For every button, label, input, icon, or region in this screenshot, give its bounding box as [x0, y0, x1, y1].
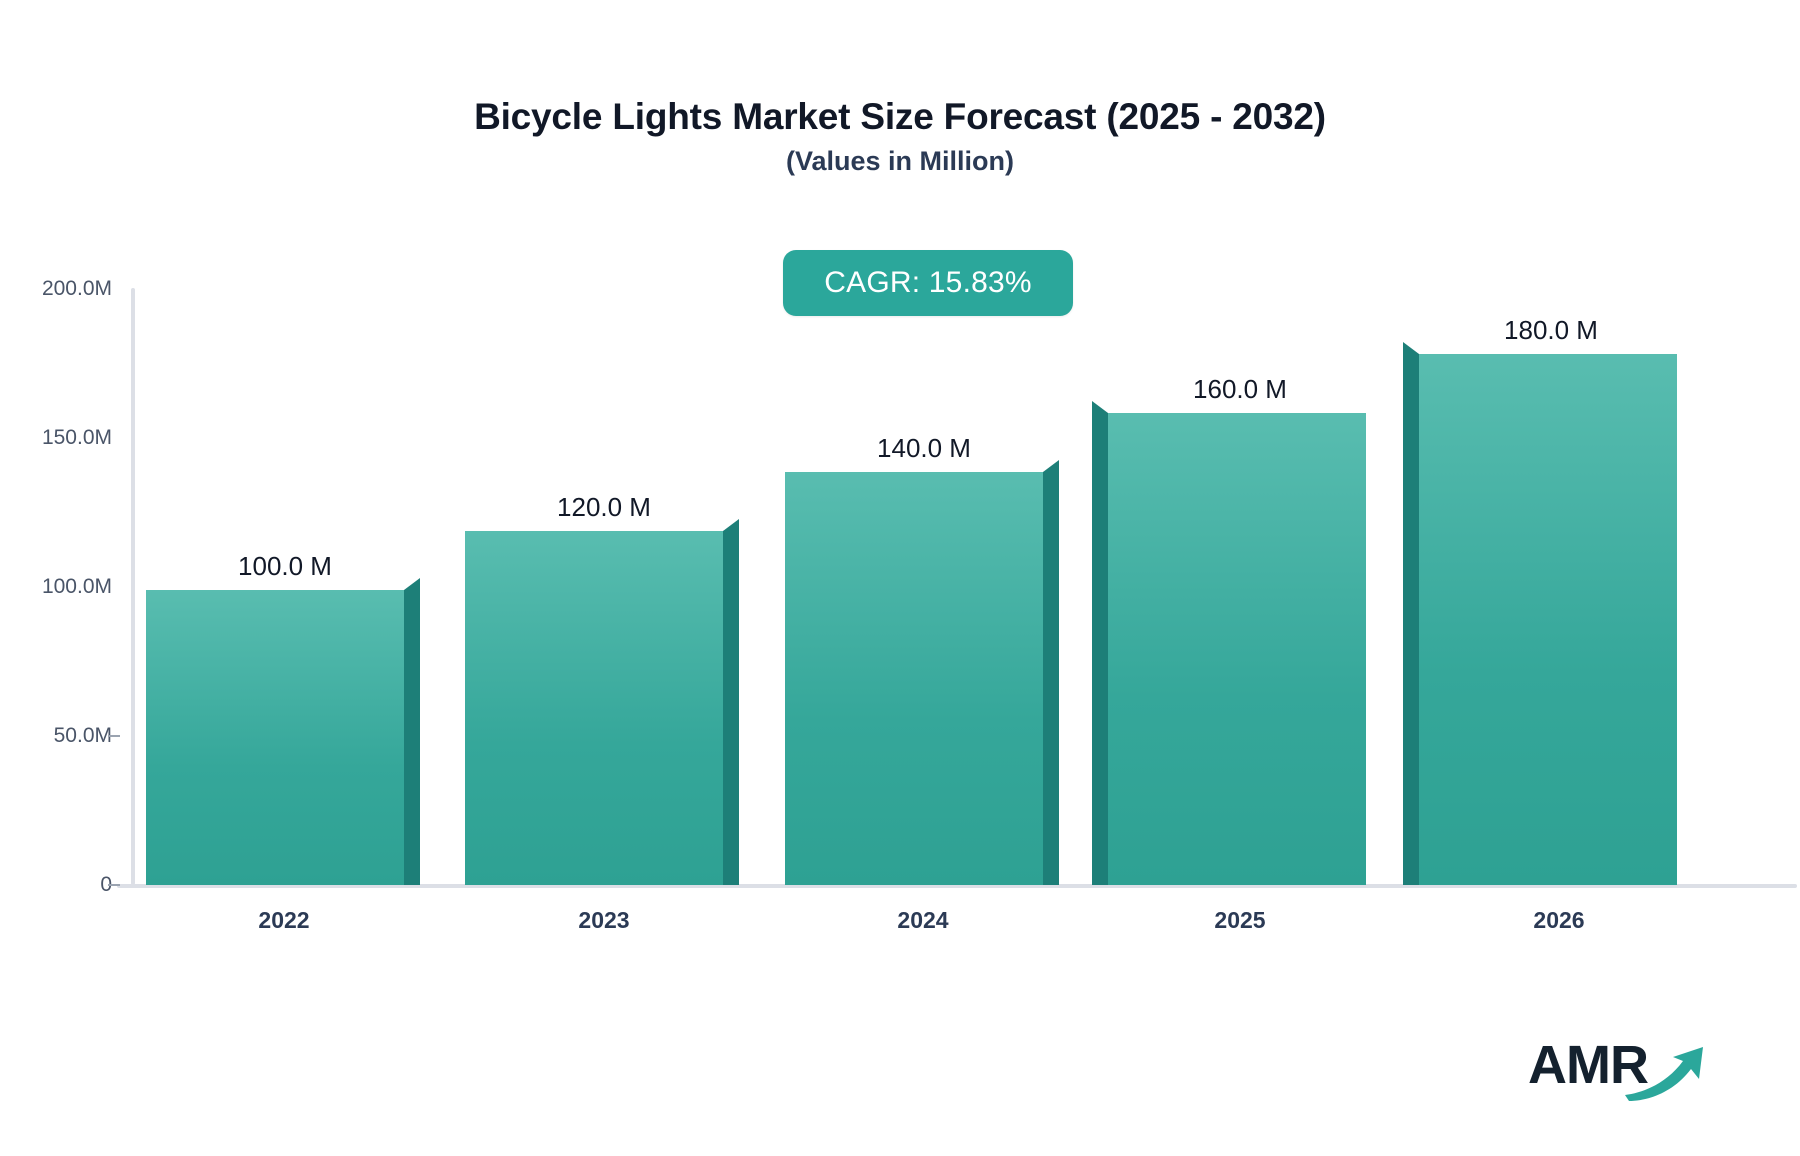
bar-side-2026 [1403, 342, 1419, 885]
x-tick-label-2025: 2025 [1214, 907, 1266, 933]
bar-front-2025 [1108, 413, 1366, 885]
bar-value-label-2022: 100.0 M [238, 551, 332, 581]
y-tick-dash-0 [108, 884, 120, 886]
page-title: Bicycle Lights Market Size Forecast (202… [474, 96, 1326, 137]
y-tick-label-150: 150.0M [41, 426, 112, 449]
bar-front-2026 [1419, 354, 1677, 885]
bar-side-2022 [404, 578, 420, 885]
bar-value-label-2024: 140.0 M [877, 433, 971, 463]
bar-value-label-2023: 120.0 M [557, 492, 651, 522]
x-tick-label-2024: 2024 [897, 907, 949, 933]
amr-logo-text: AMR [1528, 1035, 1649, 1095]
x-axis-line [117, 884, 1797, 888]
x-tick-label-2022: 2022 [258, 907, 310, 933]
bar-value-label-2025: 160.0 M [1193, 374, 1287, 404]
bar-front-2022 [146, 590, 404, 885]
bar-side-2023 [723, 519, 739, 885]
amr-logo: AMR [1528, 1035, 1708, 1105]
x-tick-label-2023: 2023 [578, 907, 630, 933]
bar-front-2023 [465, 531, 723, 885]
chart-subtitle: (Values in Million) [785, 146, 1015, 176]
bar-value-label-2026: 180.0 M [1504, 315, 1598, 345]
cagr-badge-label: CAGR: 15.83% [824, 266, 1032, 299]
x-tick-label-2026: 2026 [1533, 907, 1585, 933]
y-tick-label-100: 100.0M [41, 575, 112, 598]
y-axis-line [131, 288, 135, 885]
y-tick-label-50: 50.0M [53, 724, 112, 747]
bar-side-2025 [1092, 401, 1108, 885]
bar-side-2024 [1043, 460, 1059, 885]
y-tick-label-200: 200.0M [41, 277, 112, 300]
y-tick-label-0: 0 [100, 873, 112, 896]
bar-front-2024 [785, 472, 1043, 885]
growth-arrow-icon [1625, 1047, 1703, 1101]
cagr-badge: CAGR: 15.83% [783, 250, 1073, 316]
y-tick-dash-50 [108, 735, 120, 737]
